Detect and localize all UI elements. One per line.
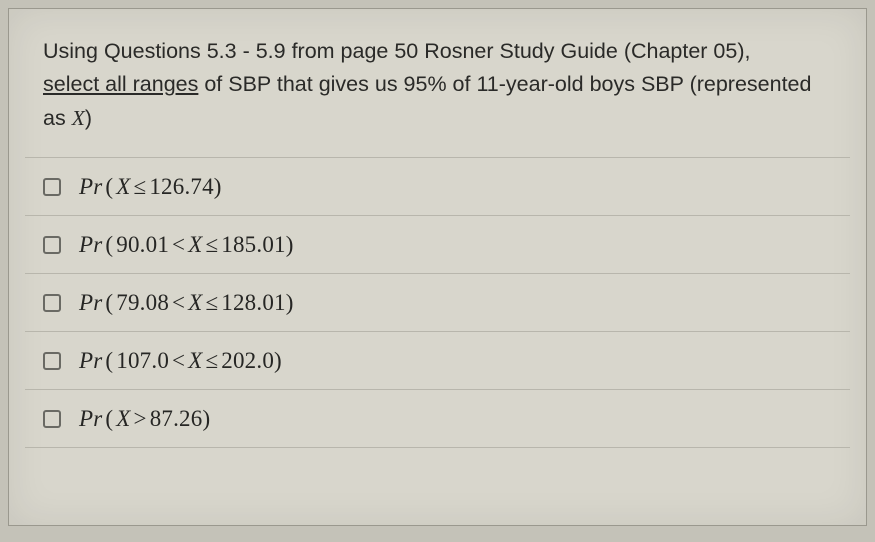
option-row[interactable]: Pr(X>87.26) (25, 389, 850, 448)
stem-line-1: Using Questions 5.3 - 5.9 from page 50 R… (43, 35, 832, 68)
stem-underline: select all ranges (43, 72, 198, 96)
options-list: Pr(X≤126.74) Pr(90.01<X≤185.01) Pr(79.08… (9, 157, 866, 448)
checkbox-icon[interactable] (43, 178, 61, 196)
option-expression: Pr(107.0<X≤202.0) (79, 348, 282, 374)
checkbox-icon[interactable] (43, 352, 61, 370)
option-row[interactable]: Pr(X≤126.74) (25, 157, 850, 215)
question-stem: Using Questions 5.3 - 5.9 from page 50 R… (9, 9, 866, 157)
stem-line-3-post: ) (85, 106, 92, 130)
stem-line-3: as X) (43, 102, 832, 135)
stem-line-2-rest: of SBP that gives us 95% of 11-year-old … (198, 72, 811, 96)
option-expression: Pr(90.01<X≤185.01) (79, 232, 294, 258)
checkbox-icon[interactable] (43, 236, 61, 254)
stem-line-3-pre: as (43, 106, 72, 130)
checkbox-icon[interactable] (43, 410, 61, 428)
stem-line-2: select all ranges of SBP that gives us 9… (43, 68, 832, 101)
option-row[interactable]: Pr(107.0<X≤202.0) (25, 331, 850, 389)
question-card: Using Questions 5.3 - 5.9 from page 50 R… (8, 8, 867, 526)
option-row[interactable]: Pr(79.08<X≤128.01) (25, 273, 850, 331)
stem-var-x: X (72, 106, 85, 130)
option-row[interactable]: Pr(90.01<X≤185.01) (25, 215, 850, 273)
option-expression: Pr(X≤126.74) (79, 174, 222, 200)
option-expression: Pr(79.08<X≤128.01) (79, 290, 294, 316)
checkbox-icon[interactable] (43, 294, 61, 312)
option-expression: Pr(X>87.26) (79, 406, 210, 432)
